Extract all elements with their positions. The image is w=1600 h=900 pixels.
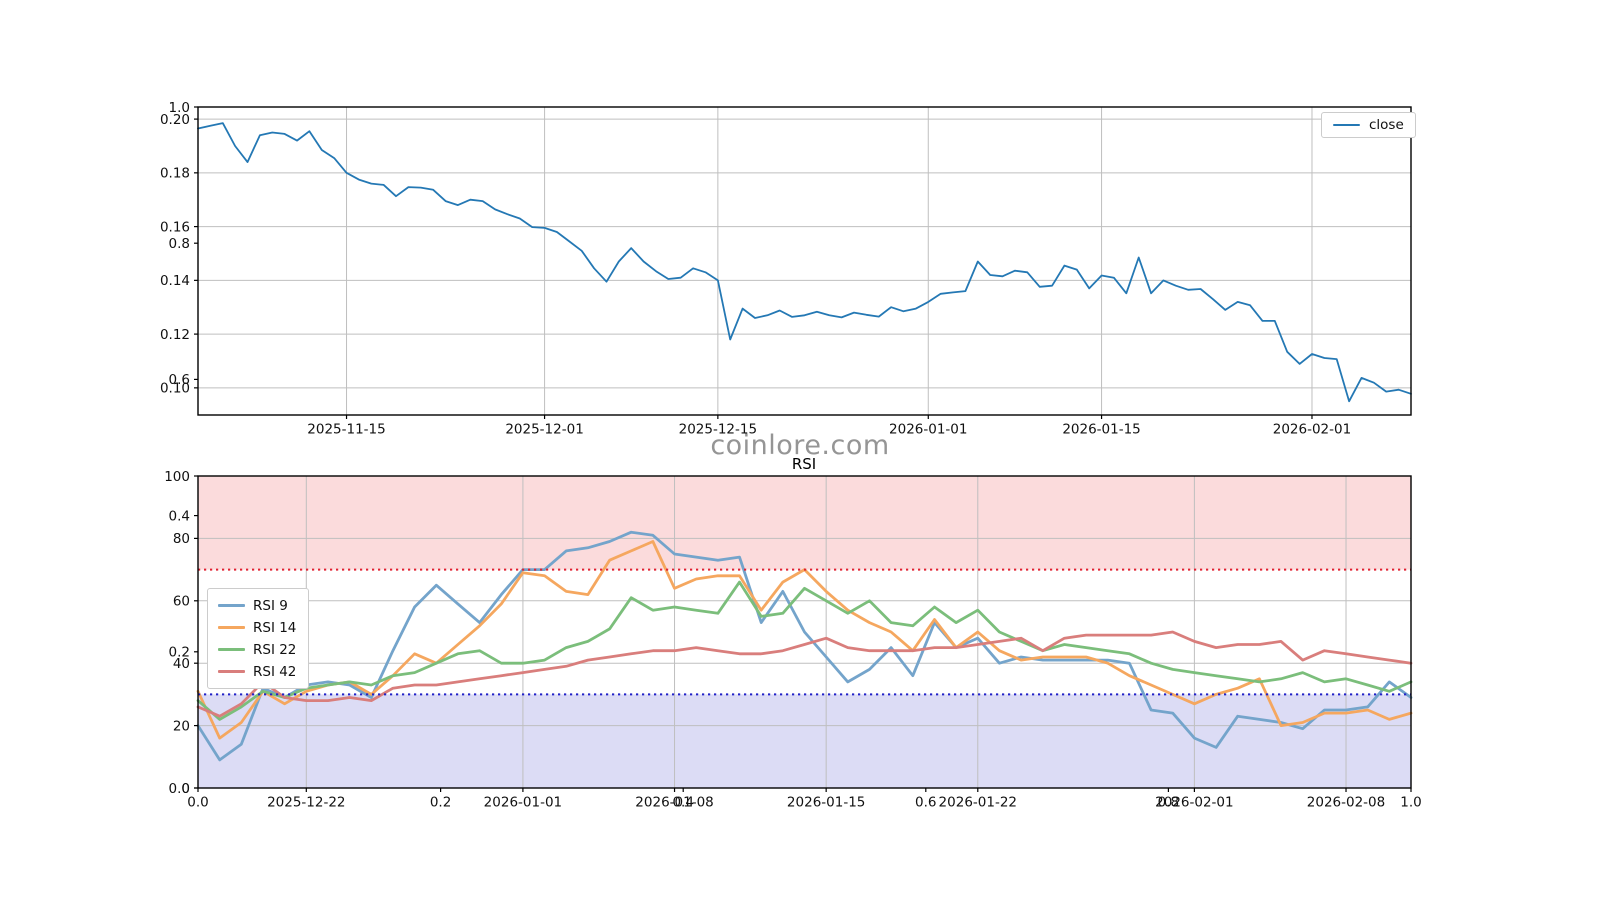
y-tick-label: 0.16 [160,219,190,235]
rsi9-legend-label: RSI 9 [253,597,288,614]
hidden-y-tick-label: 0.4 [169,508,190,524]
rsi9-line [196,530,1413,762]
x-tick-label: 2026-02-08 [1307,795,1385,811]
rsi42-line-swatch [218,669,245,674]
rsi-legend-item: RSI 9 [218,596,296,615]
x-tick-label: 2025-12-22 [267,795,345,811]
hidden-y-tick-label: 0.2 [169,645,190,661]
x-tick-label: 2026-01-01 [484,795,562,811]
close-legend: close [1321,112,1416,138]
x-tick-label: 2026-01-01 [889,422,967,438]
x-tick-label: 2026-01-08 [635,795,713,811]
rsi22-line [196,580,1413,721]
hidden-y-tick-label: 1.0 [169,100,190,116]
oversold-band [198,694,1411,788]
x-tick-label: 2025-12-01 [505,422,583,438]
x-tick-label: 2026-02-01 [1155,795,1233,811]
rsi-legend-item: RSI 22 [218,640,296,659]
rsi22-legend-label: RSI 22 [253,641,297,658]
rsi-legend-item: RSI 42 [218,662,296,681]
x-tick-label: 2026-01-15 [1062,422,1140,438]
y-tick-label: 0.12 [160,327,190,343]
hidden-x-tick-label: 1.0 [1400,795,1421,811]
rsi9-line-swatch [218,603,245,608]
rsi-chart-title: RSI [791,455,817,473]
y-tick-label: 80 [173,531,190,547]
rsi42-legend-label: RSI 42 [253,663,297,680]
x-tick-label: 2026-01-15 [787,795,865,811]
y-tick-label: 0.10 [160,381,190,397]
rsi42-line [196,630,1413,718]
rsi14-line-swatch [218,625,245,630]
axes-spine [197,106,1412,416]
close-legend-label: close [1369,117,1404,133]
hidden-y-tick-label: 0.8 [169,236,190,252]
y-tick-label: 60 [173,594,190,610]
x-tick-label: 2026-01-22 [939,795,1017,811]
y-tick-label: 0.20 [160,112,190,128]
hidden-y-tick-label: 0.0 [169,781,190,797]
rsi22-line-swatch [218,647,245,652]
watermark: coinlore.com [710,430,890,461]
axes-spine [197,475,1412,789]
x-tick-label: 2026-02-01 [1273,422,1351,438]
y-tick-label: 0 [181,781,190,797]
y-tick-label: 20 [173,718,190,734]
rsi-legend: RSI 9 RSI 14 RSI 22 RSI 42 [207,588,310,689]
hidden-x-tick-label: 0.6 [915,795,936,811]
y-tick-label: 100 [164,469,190,485]
overbought-band [198,476,1411,570]
close-line [197,122,1412,403]
hidden-x-tick-label: 0.2 [430,795,451,811]
x-tick-label: 2025-11-15 [307,422,385,438]
close-line-swatch [1333,123,1360,127]
hidden-x-tick-label: 0.0 [187,795,208,811]
y-tick-label: 0.14 [160,273,190,289]
y-tick-label: 40 [173,656,190,672]
y-tick-label: 0.18 [160,166,190,182]
rsi14-legend-label: RSI 14 [253,619,297,636]
hidden-x-tick-label: 0.8 [1158,795,1179,811]
x-tick-label: 2025-12-15 [679,422,757,438]
hidden-y-tick-label: 0.6 [169,372,190,388]
rsi-legend-item: RSI 14 [218,618,296,637]
hidden-x-tick-label: 0.4 [672,795,693,811]
